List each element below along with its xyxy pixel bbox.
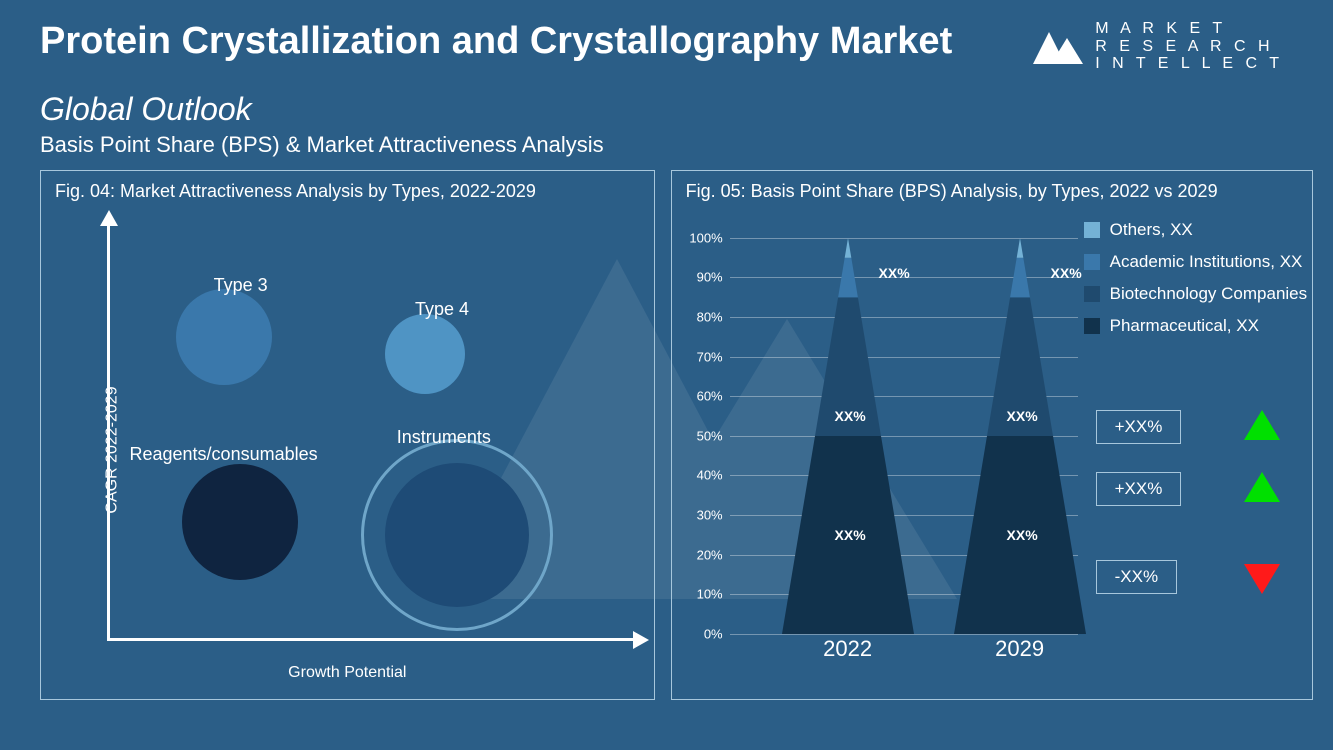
brand-logo: M A R K E T R E S E A R C H I N T E L L … bbox=[1029, 20, 1293, 73]
legend-swatch-icon bbox=[1084, 222, 1100, 238]
cone-value-label: XX% bbox=[879, 265, 910, 281]
bubble bbox=[385, 463, 529, 607]
triangle-up-icon bbox=[1244, 472, 1280, 502]
indicator-box: -XX% bbox=[1096, 560, 1177, 594]
legend-swatch-icon bbox=[1084, 286, 1100, 302]
y-tick-label: 50% bbox=[697, 428, 723, 443]
bubble bbox=[176, 289, 272, 385]
y-tick-label: 10% bbox=[697, 587, 723, 602]
mountain-icon bbox=[1029, 24, 1085, 68]
legend-label: Pharmaceutical, XX bbox=[1110, 316, 1259, 336]
legend-label: Others, XX bbox=[1110, 220, 1193, 240]
header: Protein Crystallization and Crystallogra… bbox=[0, 0, 1333, 73]
cone-value-label: XX% bbox=[1007, 527, 1038, 543]
indicator-box: +XX% bbox=[1096, 410, 1182, 444]
brand-line2: R E S E A R C H bbox=[1095, 38, 1283, 56]
fig05-panel: Fig. 05: Basis Point Share (BPS) Analysi… bbox=[671, 170, 1313, 700]
y-axis-arrow-icon bbox=[100, 210, 118, 226]
y-tick-label: 80% bbox=[697, 309, 723, 324]
bubble-chart: CAGR 2022-2029 Growth Potential Type 3Ty… bbox=[41, 210, 654, 690]
fig04-panel: Fig. 04: Market Attractiveness Analysis … bbox=[40, 170, 655, 700]
cone-value-label: XX% bbox=[1051, 265, 1082, 281]
y-tick-label: 60% bbox=[697, 389, 723, 404]
cone bbox=[954, 238, 1104, 634]
global-outlook-heading: Global Outlook bbox=[40, 91, 1293, 128]
bubble bbox=[182, 464, 298, 580]
cone-value-label: XX% bbox=[1007, 408, 1038, 424]
triangle-up-icon bbox=[1244, 410, 1280, 440]
indicator-box: +XX% bbox=[1096, 472, 1182, 506]
legend-item: Others, XX bbox=[1084, 220, 1320, 240]
cone bbox=[782, 238, 932, 634]
y-tick-label: 20% bbox=[697, 547, 723, 562]
y-tick-label: 30% bbox=[697, 507, 723, 522]
x-axis-line bbox=[107, 638, 637, 641]
bubble-label: Instruments bbox=[397, 427, 491, 448]
legend-item: Pharmaceutical, XX bbox=[1084, 316, 1320, 336]
triangle-down-icon bbox=[1244, 564, 1280, 594]
bubble bbox=[385, 314, 465, 394]
fig04-caption: Fig. 04: Market Attractiveness Analysis … bbox=[41, 171, 654, 210]
bubble-label: Type 4 bbox=[415, 299, 469, 320]
y-axis-line bbox=[107, 220, 110, 640]
year-label: 2022 bbox=[823, 636, 872, 662]
legend-label: Academic Institutions, XX bbox=[1110, 252, 1303, 272]
legend-label: Biotechnology Companies bbox=[1110, 284, 1308, 304]
y-tick-label: 100% bbox=[689, 230, 722, 245]
y-tick-label: 70% bbox=[697, 349, 723, 364]
panels-row: Fig. 04: Market Attractiveness Analysis … bbox=[0, 158, 1333, 700]
legend-swatch-icon bbox=[1084, 318, 1100, 334]
bubble-label: Reagents/consumables bbox=[130, 444, 318, 465]
subheader: Global Outlook Basis Point Share (BPS) &… bbox=[0, 73, 1333, 158]
bubble-label: Type 3 bbox=[214, 275, 268, 296]
page-title: Protein Crystallization and Crystallogra… bbox=[40, 20, 952, 73]
x-axis-arrow-icon bbox=[633, 631, 649, 649]
legend-item: Biotechnology Companies bbox=[1084, 284, 1320, 304]
y-tick-label: 40% bbox=[697, 468, 723, 483]
analysis-subtitle: Basis Point Share (BPS) & Market Attract… bbox=[40, 132, 1293, 158]
brand-line3: I N T E L L E C T bbox=[1095, 55, 1283, 73]
cone-value-label: XX% bbox=[835, 408, 866, 424]
cone-value-label: XX% bbox=[835, 527, 866, 543]
legend: Others, XX Academic Institutions, XX Biote… bbox=[1084, 220, 1320, 348]
fig05-caption: Fig. 05: Basis Point Share (BPS) Analysi… bbox=[672, 171, 1312, 210]
cone-chart-area: 0% 10% 20% 30% 40% 50% 60% 70% 80% 90% 100% XX% XX% X… bbox=[686, 218, 1081, 658]
fig05-content: 0% 10% 20% 30% 40% 50% 60% 70% 80% 90% 100% XX% XX% X… bbox=[672, 210, 1312, 695]
cone-icon bbox=[954, 238, 1086, 634]
y-tick-label: 0% bbox=[704, 626, 723, 641]
year-label: 2029 bbox=[995, 636, 1044, 662]
brand-line1: M A R K E T bbox=[1095, 20, 1283, 38]
brand-text: M A R K E T R E S E A R C H I N T E L L … bbox=[1095, 20, 1283, 73]
cone-icon bbox=[782, 238, 914, 634]
legend-swatch-icon bbox=[1084, 254, 1100, 270]
legend-item: Academic Institutions, XX bbox=[1084, 252, 1320, 272]
y-tick-label: 90% bbox=[697, 270, 723, 285]
x-axis-label: Growth Potential bbox=[288, 664, 406, 682]
